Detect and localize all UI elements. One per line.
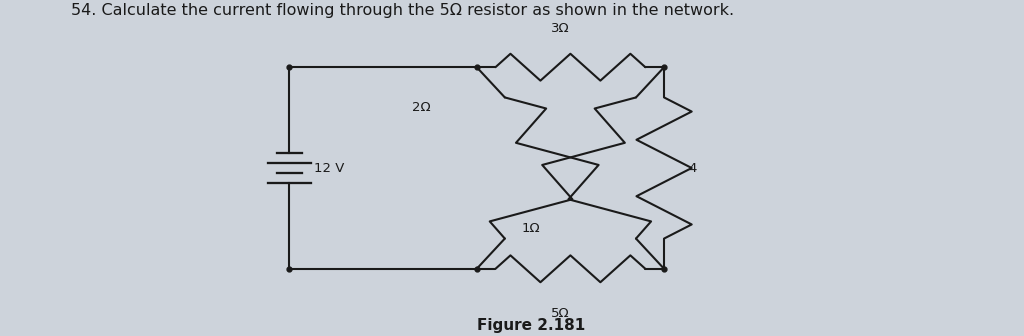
Text: 2Ω: 2Ω <box>412 101 430 114</box>
Text: 5Ω: 5Ω <box>551 307 570 321</box>
Text: 12 V: 12 V <box>314 162 344 174</box>
Text: 4: 4 <box>689 162 697 174</box>
Text: 54. Calculate the current flowing through the 5Ω resistor as shown in the networ: 54. Calculate the current flowing throug… <box>72 3 734 18</box>
Text: Figure 2.181: Figure 2.181 <box>477 318 585 333</box>
Text: 3Ω: 3Ω <box>551 22 570 35</box>
Text: 1Ω: 1Ω <box>521 222 540 235</box>
